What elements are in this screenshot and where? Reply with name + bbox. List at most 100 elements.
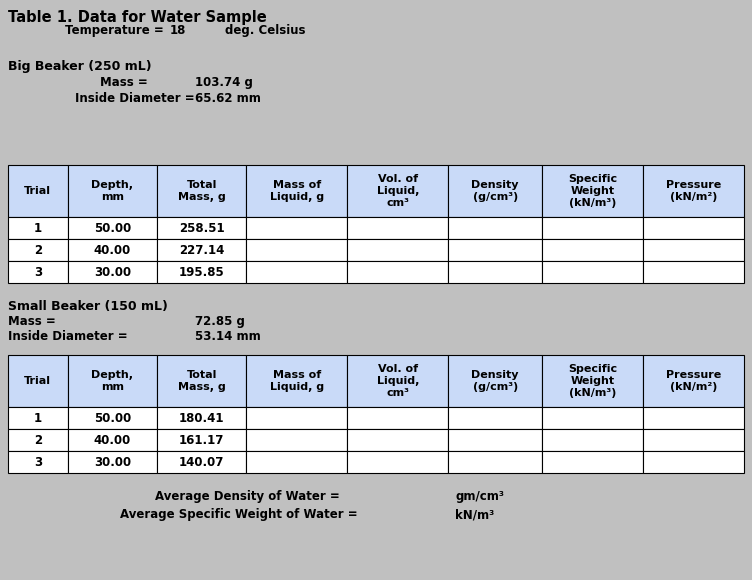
Bar <box>8 451 68 473</box>
Text: Average Density of Water =: Average Density of Water = <box>155 490 340 503</box>
Text: Pressure
(kN/m²): Pressure (kN/m²) <box>666 370 721 392</box>
Bar <box>643 165 744 217</box>
Bar <box>247 261 347 283</box>
Text: Specific
Weight
(kN/m³): Specific Weight (kN/m³) <box>568 364 617 398</box>
Bar <box>8 429 68 451</box>
Bar <box>448 239 542 261</box>
Bar <box>68 407 157 429</box>
Bar <box>542 451 643 473</box>
Text: Average Specific Weight of Water =: Average Specific Weight of Water = <box>120 508 358 521</box>
Bar <box>542 429 643 451</box>
Text: Total
Mass, g: Total Mass, g <box>178 370 226 392</box>
Text: Total
Mass, g: Total Mass, g <box>178 180 226 202</box>
Bar <box>157 239 247 261</box>
Bar <box>247 239 347 261</box>
Bar <box>68 429 157 451</box>
Text: 140.07: 140.07 <box>179 455 224 469</box>
Bar <box>542 355 643 407</box>
Bar <box>157 429 247 451</box>
Bar <box>448 407 542 429</box>
Text: 72.85 g: 72.85 g <box>195 315 245 328</box>
Text: Specific
Weight
(kN/m³): Specific Weight (kN/m³) <box>568 175 617 208</box>
Bar <box>347 407 448 429</box>
Text: Table 1. Data for Water Sample: Table 1. Data for Water Sample <box>8 10 267 25</box>
Text: 40.00: 40.00 <box>94 244 131 256</box>
Text: Trial: Trial <box>24 376 51 386</box>
Bar <box>643 239 744 261</box>
Bar <box>247 165 347 217</box>
Bar <box>643 429 744 451</box>
Bar <box>347 429 448 451</box>
Bar <box>8 239 68 261</box>
Bar <box>157 407 247 429</box>
Text: Depth,
mm: Depth, mm <box>91 370 133 392</box>
Bar <box>247 429 347 451</box>
Text: Mass =: Mass = <box>100 76 147 89</box>
Bar <box>542 239 643 261</box>
Bar <box>347 451 448 473</box>
Text: Mass of
Liquid, g: Mass of Liquid, g <box>270 370 324 392</box>
Bar <box>247 451 347 473</box>
Bar <box>157 355 247 407</box>
Text: Trial: Trial <box>24 186 51 196</box>
Text: Vol. of
Liquid,
cm³: Vol. of Liquid, cm³ <box>377 175 419 208</box>
Text: 30.00: 30.00 <box>94 266 131 278</box>
Bar <box>68 239 157 261</box>
Text: Mass =: Mass = <box>8 315 56 328</box>
Text: Inside Diameter =: Inside Diameter = <box>75 92 195 105</box>
Text: 180.41: 180.41 <box>179 411 225 425</box>
Bar <box>643 261 744 283</box>
Bar <box>542 261 643 283</box>
Text: 161.17: 161.17 <box>179 433 224 447</box>
Text: 103.74 g: 103.74 g <box>195 76 253 89</box>
Bar <box>157 217 247 239</box>
Bar <box>448 165 542 217</box>
Text: Temperature =: Temperature = <box>65 24 164 37</box>
Text: 1: 1 <box>34 411 42 425</box>
Bar <box>448 217 542 239</box>
Bar <box>643 407 744 429</box>
Bar <box>643 217 744 239</box>
Text: 1: 1 <box>34 222 42 234</box>
Bar <box>8 407 68 429</box>
Bar <box>157 165 247 217</box>
Bar <box>68 261 157 283</box>
Bar <box>8 165 68 217</box>
Bar <box>68 355 157 407</box>
Text: kN/m³: kN/m³ <box>455 508 494 521</box>
Bar <box>542 407 643 429</box>
Bar <box>157 261 247 283</box>
Text: Density
(g/cm³): Density (g/cm³) <box>472 180 519 202</box>
Text: gm/cm³: gm/cm³ <box>455 490 504 503</box>
Text: 258.51: 258.51 <box>179 222 225 234</box>
Bar <box>643 451 744 473</box>
Bar <box>643 355 744 407</box>
Text: 2: 2 <box>34 433 42 447</box>
Bar <box>448 451 542 473</box>
Bar <box>247 217 347 239</box>
Text: 65.62 mm: 65.62 mm <box>195 92 261 105</box>
Text: Inside Diameter =: Inside Diameter = <box>8 330 128 343</box>
Text: Pressure
(kN/m²): Pressure (kN/m²) <box>666 180 721 202</box>
Bar <box>347 261 448 283</box>
Bar <box>542 165 643 217</box>
Text: 18: 18 <box>170 24 186 37</box>
Bar <box>448 429 542 451</box>
Text: 50.00: 50.00 <box>94 411 131 425</box>
Text: 227.14: 227.14 <box>179 244 224 256</box>
Text: Density
(g/cm³): Density (g/cm³) <box>472 370 519 392</box>
Bar <box>247 407 347 429</box>
Bar <box>347 355 448 407</box>
Bar <box>448 355 542 407</box>
Text: Vol. of
Liquid,
cm³: Vol. of Liquid, cm³ <box>377 364 419 398</box>
Bar <box>68 165 157 217</box>
Text: 30.00: 30.00 <box>94 455 131 469</box>
Bar <box>448 261 542 283</box>
Bar <box>347 239 448 261</box>
Bar <box>247 355 347 407</box>
Text: 2: 2 <box>34 244 42 256</box>
Text: 3: 3 <box>34 266 42 278</box>
Text: Small Beaker (150 mL): Small Beaker (150 mL) <box>8 300 168 313</box>
Bar <box>347 165 448 217</box>
Text: 53.14 mm: 53.14 mm <box>195 330 261 343</box>
